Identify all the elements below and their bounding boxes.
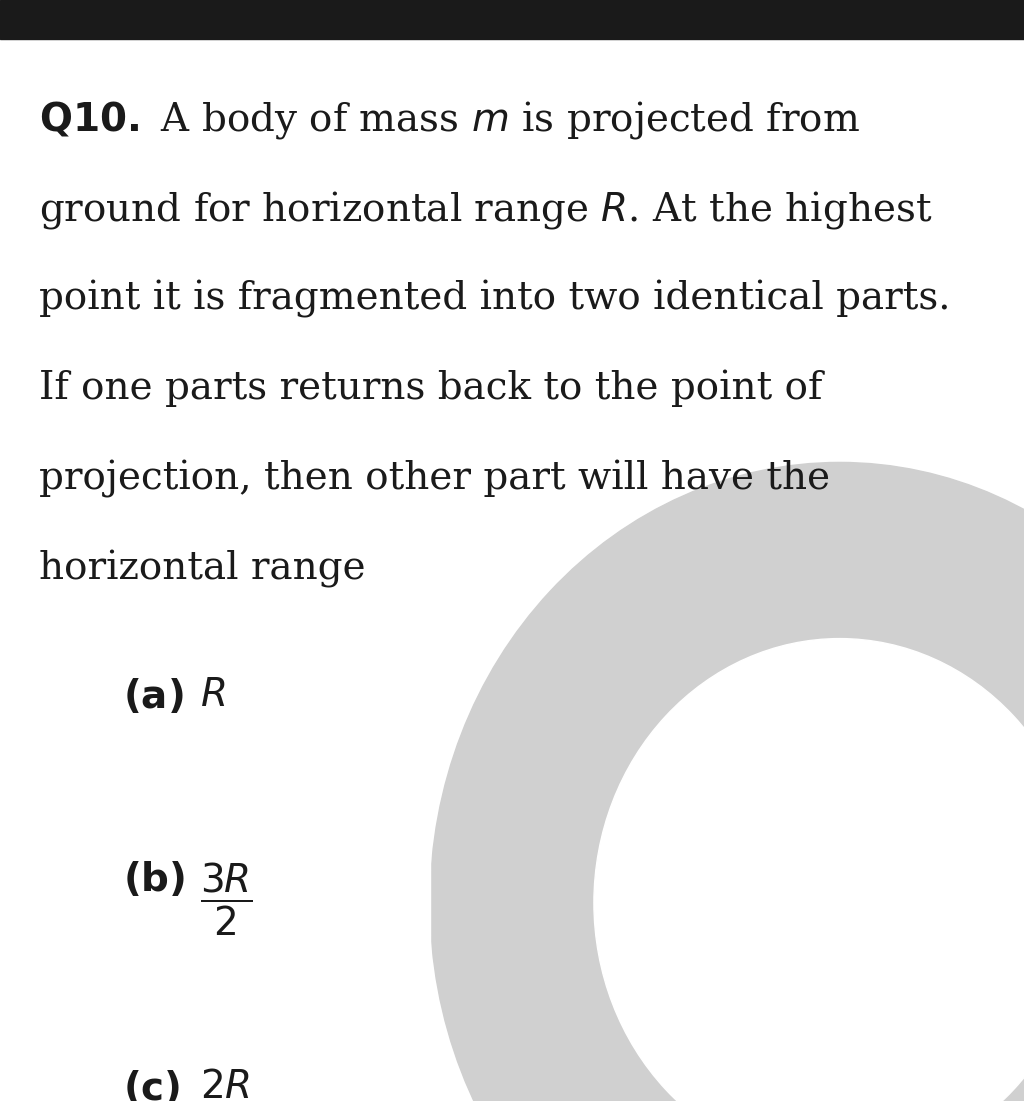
Text: ground for horizontal range $R$. At the highest: ground for horizontal range $R$. At the … <box>39 189 932 231</box>
Text: $\dfrac{3R}{2}$: $\dfrac{3R}{2}$ <box>200 861 252 938</box>
Text: horizontal range: horizontal range <box>39 550 366 589</box>
Bar <box>0 0 1024 39</box>
Text: If one parts returns back to the point of: If one parts returns back to the point o… <box>39 370 822 407</box>
Text: $2R$: $2R$ <box>200 1069 250 1101</box>
Text: projection, then other part will have the: projection, then other part will have th… <box>39 460 830 499</box>
Text: $\mathbf{(a)}$: $\mathbf{(a)}$ <box>123 677 183 716</box>
Text: $R$: $R$ <box>200 677 225 713</box>
Bar <box>0 0 430 1101</box>
Text: $\mathbf{(c)}$: $\mathbf{(c)}$ <box>123 1069 180 1101</box>
Text: $\mathbf{(b)}$: $\mathbf{(b)}$ <box>123 861 185 900</box>
Circle shape <box>594 639 1024 1101</box>
Text: point it is fragmented into two identical parts.: point it is fragmented into two identica… <box>39 280 950 318</box>
Text: $\mathbf{Q10.}$ A body of mass $m$ is projected from: $\mathbf{Q10.}$ A body of mass $m$ is pr… <box>39 99 860 141</box>
Circle shape <box>430 462 1024 1101</box>
